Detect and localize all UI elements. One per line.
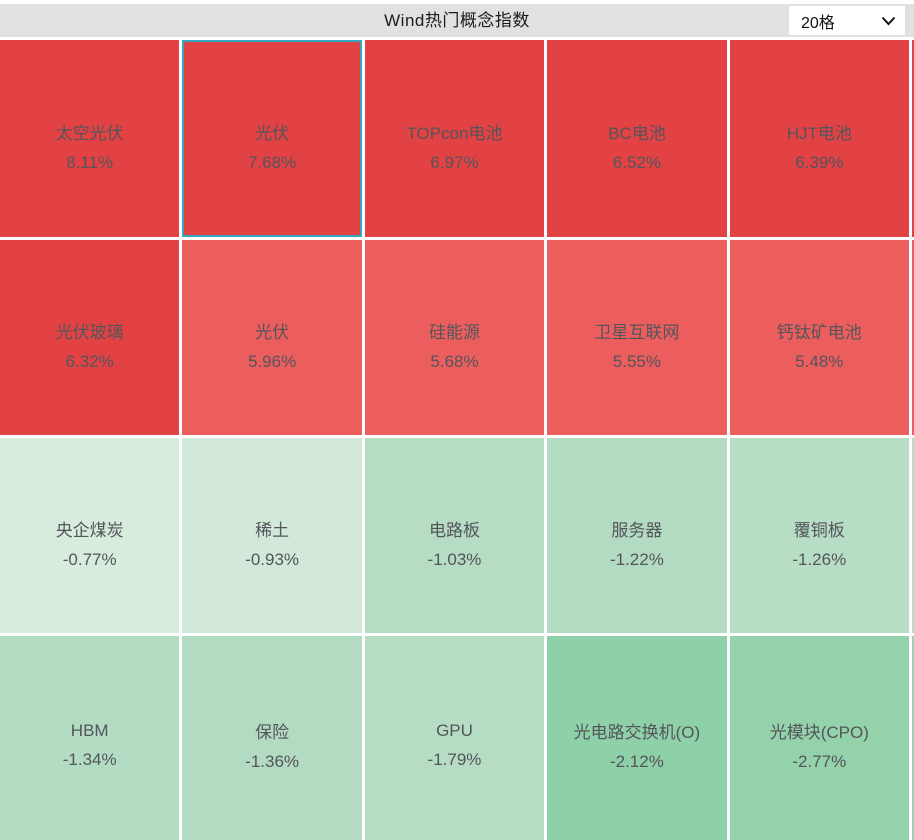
concept-change: 5.68% [430, 351, 479, 371]
concept-change: -1.79% [427, 749, 482, 769]
concept-cell[interactable]: 光伏 7.68% [182, 40, 362, 237]
concept-change: 5.55% [612, 351, 661, 371]
concept-change: -1.26% [792, 549, 847, 569]
next-page-cell-edge [911, 438, 914, 633]
concept-cell[interactable]: 钙钛矿电池 5.48% [729, 240, 909, 435]
concept-cell[interactable]: 卫星互联网 5.55% [547, 240, 727, 435]
concept-change: 7.68% [247, 152, 297, 172]
concept-cell[interactable]: 光模块(CPO) -2.77% [729, 636, 909, 840]
concept-change: -1.03% [427, 549, 482, 569]
concept-cell[interactable]: 央企煤炭 -0.77% [0, 438, 180, 633]
grid-count-value: 20格 [801, 14, 835, 32]
concept-change: 6.97% [430, 152, 479, 172]
concept-change: -0.77% [62, 549, 117, 569]
concept-name: 钙钛矿电池 [776, 322, 862, 342]
concept-name: 光模块(CPO) [769, 723, 869, 742]
concept-cell[interactable]: 硅能源 5.68% [364, 240, 545, 435]
concept-change: 6.52% [612, 152, 661, 172]
concept-name: 光电路交换机(O) [573, 723, 701, 742]
concept-change: -1.34% [62, 749, 117, 769]
panel-header: Wind热门概念指数 20格 [0, 4, 914, 37]
concept-name: 稀土 [255, 520, 290, 540]
next-page-cell-edge [911, 40, 914, 237]
concept-grid: 太空光伏 8.11% 光伏 7.68% TOPcon电池 6.97% BC电池 6.52… [0, 40, 914, 840]
concept-name: 覆铜板 [793, 520, 845, 540]
concept-change: 8.11% [66, 152, 114, 172]
concept-name: 光伏 [255, 322, 290, 342]
concept-cell[interactable]: 光电路交换机(O) -2.12% [547, 636, 727, 840]
concept-change: -2.12% [609, 752, 664, 771]
concept-cell[interactable]: BC电池 6.52% [547, 40, 727, 237]
concept-cell[interactable]: GPU -1.79% [364, 636, 545, 840]
next-page-cell-edge [911, 636, 914, 840]
concept-change: -0.93% [245, 549, 300, 569]
concept-cell[interactable]: 光伏玻璃 6.32% [0, 240, 180, 435]
concept-cell[interactable]: 电路板 -1.03% [364, 438, 545, 633]
concept-name: 光伏 [255, 123, 290, 143]
concept-name: 央企煤炭 [55, 520, 124, 540]
grid-count-select[interactable]: 20格 [789, 6, 905, 35]
next-page-cell-edge [911, 240, 914, 435]
concept-name: 太空光伏 [55, 123, 124, 143]
concept-name: HBM [70, 720, 109, 740]
concept-name: 光伏玻璃 [55, 322, 124, 342]
concept-name: TOPcon电池 [406, 123, 503, 143]
concept-name: HJT电池 [786, 123, 852, 143]
concept-change: 6.39% [795, 152, 844, 172]
concept-change: 5.48% [795, 351, 844, 371]
concept-cell[interactable]: 保险 -1.36% [182, 636, 362, 840]
concept-cell[interactable]: 服务器 -1.22% [547, 438, 727, 633]
concept-name: 电路板 [428, 520, 480, 540]
chevron-down-icon [881, 16, 896, 26]
concept-name: GPU [436, 720, 473, 740]
concept-change: 6.32% [65, 351, 114, 371]
concept-cell[interactable]: HJT电池 6.39% [729, 40, 909, 237]
concept-cell[interactable]: HBM -1.34% [0, 636, 180, 840]
concept-cell[interactable]: 稀土 -0.93% [182, 438, 362, 633]
concept-change: -1.36% [245, 752, 300, 771]
concept-cell[interactable]: 太空光伏 8.11% [0, 40, 180, 237]
concept-name: 卫星互联网 [594, 322, 680, 342]
concept-cell[interactable]: 覆铜板 -1.26% [729, 438, 909, 633]
concept-name: 硅能源 [428, 322, 480, 342]
concept-change: 5.96% [247, 351, 297, 371]
concept-name: 服务器 [611, 520, 663, 540]
concept-cell[interactable]: 光伏 5.96% [182, 240, 362, 435]
concept-cell[interactable]: TOPcon电池 6.97% [364, 40, 545, 237]
concept-name: BC电池 [608, 123, 666, 143]
panel-title: Wind热门概念指数 [384, 11, 530, 30]
concept-name: 保险 [255, 723, 290, 742]
concept-change: -1.22% [609, 549, 664, 569]
concept-change: -2.77% [792, 752, 847, 771]
